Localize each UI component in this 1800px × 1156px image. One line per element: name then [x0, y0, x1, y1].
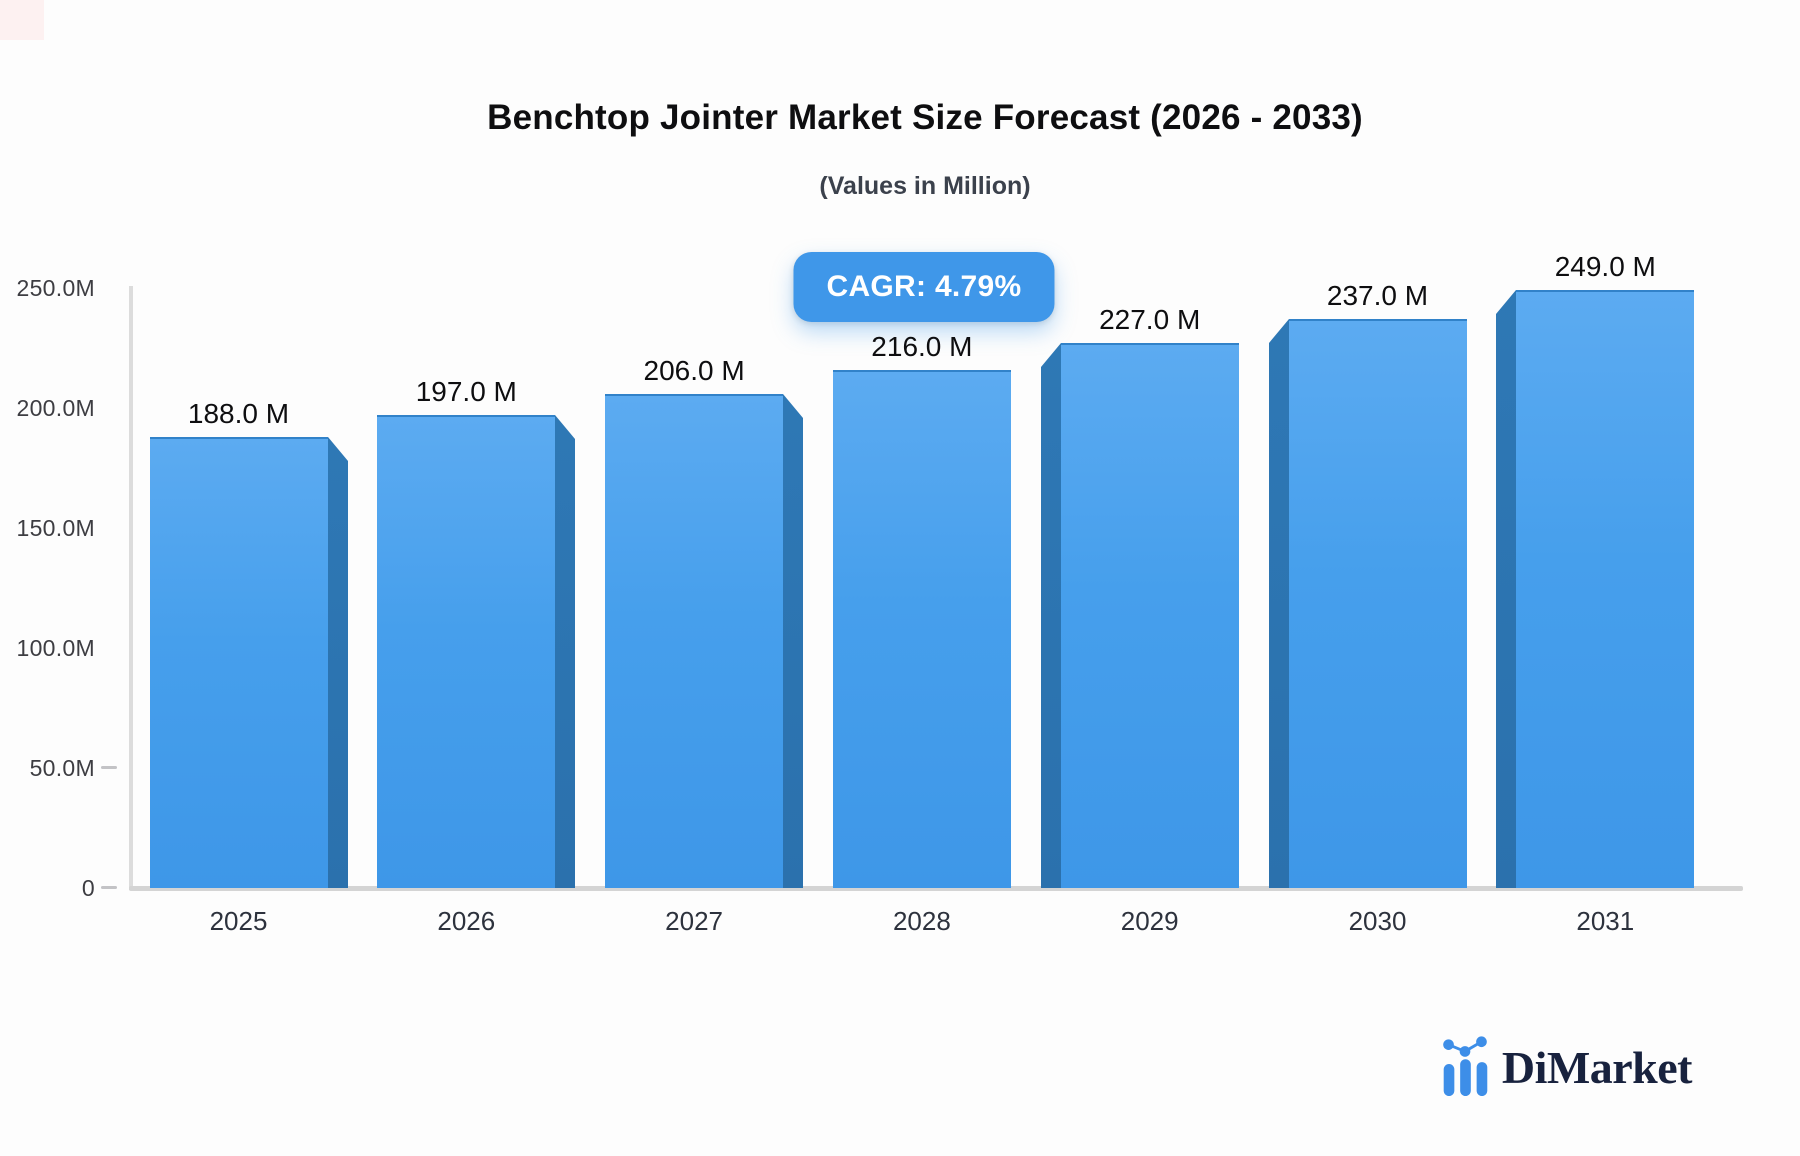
bar-2029-side-face — [1041, 343, 1061, 888]
bar-2031-side-face — [1496, 290, 1516, 888]
y-axis-line — [129, 286, 133, 890]
bar-value-label: 237.0 M — [1326, 280, 1429, 311]
x-axis-tick-label: 2028 — [892, 906, 951, 936]
bar-2026[interactable] — [377, 415, 555, 888]
chart-subtitle: (Values in Million) — [819, 172, 1031, 200]
bar-2030-side-face — [1269, 319, 1289, 888]
bar-2025-side-face — [328, 437, 348, 888]
bar-value-label: 188.0 M — [187, 398, 290, 429]
y-axis-tick-label: 250.0M — [16, 275, 95, 301]
x-axis-tick-label: 2025 — [209, 906, 268, 936]
cagr-badge: CAGR: 4.79% — [793, 252, 1055, 322]
x-axis-tick-label: 2029 — [1120, 906, 1179, 936]
bar-value-label: 197.0 M — [415, 376, 517, 407]
bar-value-label: 206.0 M — [643, 355, 745, 386]
chart-title: Benchtop Jointer Market Size Forecast (2… — [487, 98, 1363, 137]
mini-bar-chart-icon — [1443, 1036, 1488, 1096]
x-axis-baseline — [129, 886, 1743, 891]
bar-2031[interactable] — [1516, 290, 1694, 888]
cagr-badge-label: CAGR: 4.79% — [826, 270, 1022, 303]
corner-artifact — [0, 0, 44, 40]
y-axis-tick-label: 50.0M — [29, 755, 95, 781]
x-axis-tick-label: 2026 — [437, 906, 496, 936]
y-axis-tick-mark — [101, 766, 117, 769]
y-axis-tick-label: 150.0M — [16, 515, 95, 541]
x-axis-tick-label: 2030 — [1348, 906, 1407, 936]
y-axis-tick-label: 0 — [81, 875, 95, 901]
bar-2029[interactable] — [1061, 343, 1239, 888]
x-axis-tick-label: 2027 — [665, 906, 724, 936]
bar-2026-side-face — [555, 415, 575, 888]
logo-text: DiMarket — [1501, 1042, 1693, 1093]
bar-2027-side-face — [783, 394, 803, 888]
y-axis-tick-label: 200.0M — [16, 395, 95, 421]
dimarket-logo: DiMarket — [1440, 1034, 1693, 1096]
bar-value-label: 216.0 M — [871, 331, 973, 362]
bar-2030[interactable] — [1289, 319, 1467, 888]
bar-2027[interactable] — [605, 394, 783, 888]
bar-value-label: 227.0 M — [1099, 304, 1201, 335]
bar-value-label: 249.0 M — [1554, 251, 1656, 282]
bar-2028[interactable] — [833, 370, 1011, 888]
y-axis-tick-mark — [101, 886, 117, 889]
y-axis-tick-label: 100.0M — [16, 635, 95, 661]
bar-2025[interactable] — [150, 437, 328, 888]
x-axis-tick-label: 2031 — [1576, 906, 1635, 936]
